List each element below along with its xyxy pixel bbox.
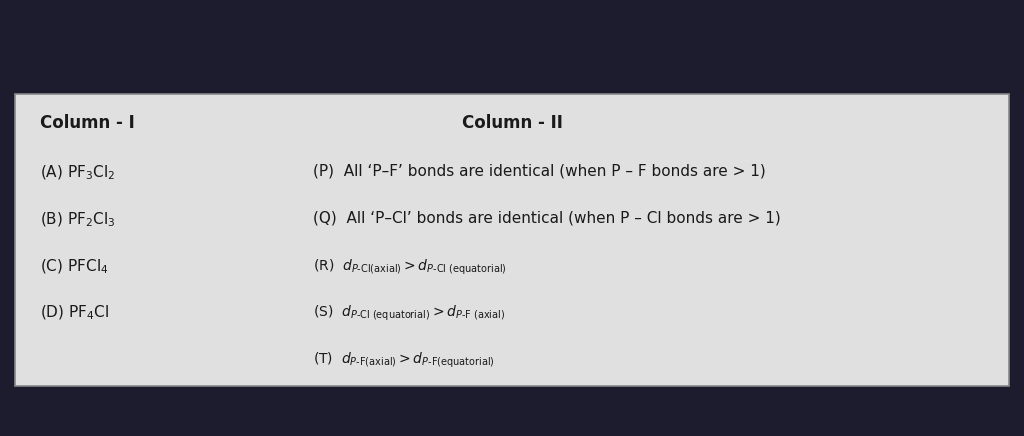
Text: (C) PFCl$_4$: (C) PFCl$_4$ (40, 257, 109, 276)
Text: (S)  $d_{P\text{-Cl (equatorial)}} > d_{P\text{-F (axial)}}$: (S) $d_{P\text{-Cl (equatorial)}} > d_{P… (313, 304, 506, 324)
Text: (R)  $d_{P\text{-Cl(axial)}} > d_{P\text{-Cl (equatorial)}}$: (R) $d_{P\text{-Cl(axial)}} > d_{P\text{… (313, 257, 507, 276)
Text: (A) PF$_3$Cl$_2$: (A) PF$_3$Cl$_2$ (40, 164, 116, 182)
Text: (B) PF$_2$Cl$_3$: (B) PF$_2$Cl$_3$ (40, 211, 116, 229)
Text: (T)  $d_{P\text{-F(axial)}} > d_{P\text{-F(equatorial)}}$: (T) $d_{P\text{-F(axial)}} > d_{P\text{-… (313, 351, 495, 370)
Text: Column - I: Column - I (40, 114, 135, 132)
FancyBboxPatch shape (15, 94, 1009, 386)
Text: (D) PF$_4$Cl: (D) PF$_4$Cl (40, 304, 110, 323)
Text: (Q)  All ‘P–Cl’ bonds are identical (when P – Cl bonds are > 1): (Q) All ‘P–Cl’ bonds are identical (when… (313, 211, 781, 225)
Text: (P)  All ‘P–F’ bonds are identical (when P – F bonds are > 1): (P) All ‘P–F’ bonds are identical (when … (313, 164, 766, 179)
Text: Column - II: Column - II (462, 114, 562, 132)
